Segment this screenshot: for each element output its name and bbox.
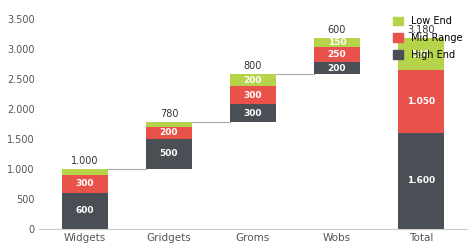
Bar	[230, 86, 276, 104]
Bar	[398, 133, 444, 229]
Bar	[230, 74, 276, 86]
Bar	[398, 70, 444, 133]
Text: 530: 530	[411, 50, 430, 58]
Legend: Low End, Mid Range, High End: Low End, Mid Range, High End	[393, 16, 462, 60]
Text: 1.050: 1.050	[407, 97, 435, 106]
Text: 200: 200	[160, 128, 178, 138]
Bar	[314, 38, 360, 47]
Bar	[62, 175, 108, 193]
Bar	[146, 127, 192, 139]
Bar	[314, 47, 360, 62]
Text: 1.000: 1.000	[71, 156, 99, 166]
Text: 200: 200	[244, 76, 262, 85]
Text: 600: 600	[76, 206, 94, 216]
Text: 200: 200	[328, 64, 346, 73]
Bar	[398, 38, 444, 70]
Bar	[62, 169, 108, 175]
Text: 3.180: 3.180	[407, 25, 435, 35]
Text: 300: 300	[244, 90, 262, 100]
Bar	[314, 62, 360, 74]
Bar	[146, 122, 192, 127]
Text: 150: 150	[328, 38, 346, 47]
Text: 500: 500	[160, 150, 178, 158]
Bar	[62, 193, 108, 229]
Text: 250: 250	[328, 50, 346, 59]
Bar	[230, 104, 276, 122]
Text: 300: 300	[244, 108, 262, 118]
Text: 1.600: 1.600	[407, 176, 435, 186]
Text: 780: 780	[160, 109, 178, 119]
Text: 300: 300	[76, 180, 94, 188]
Text: 600: 600	[328, 25, 346, 35]
Text: 800: 800	[244, 61, 262, 71]
Bar	[146, 139, 192, 169]
